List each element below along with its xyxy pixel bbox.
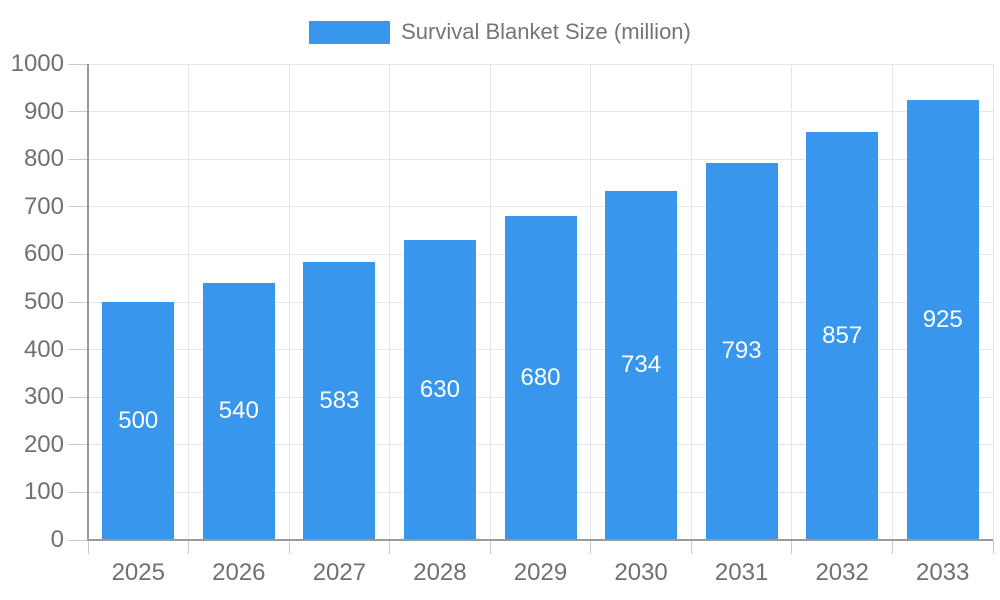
x-gridline — [891, 64, 893, 540]
x-axis-category-label: 2030 — [614, 559, 668, 586]
y-gridline — [88, 111, 993, 113]
bar-value-label: 734 — [621, 351, 662, 379]
x-axis-category-label: 2028 — [413, 559, 467, 586]
y-axis-tick — [68, 349, 88, 351]
y-axis-tick — [68, 301, 88, 303]
x-axis-category-label: 2031 — [714, 559, 769, 586]
x-axis-category-label: 2032 — [815, 559, 869, 586]
y-axis-tick — [68, 444, 88, 446]
y-axis-tick-label: 100 — [23, 478, 64, 506]
y-axis-tick — [68, 539, 88, 541]
y-axis-tick-label: 200 — [23, 430, 64, 458]
x-axis-tick — [87, 540, 89, 554]
bar-value-label: 680 — [520, 364, 561, 392]
bar-value-label: 793 — [721, 337, 762, 365]
x-axis-category-label: 2033 — [916, 559, 970, 586]
x-axis-category-label: 2025 — [111, 559, 165, 586]
x-axis-tick — [992, 540, 994, 554]
y-axis-tick-label: 500 — [23, 288, 64, 315]
x-gridline — [288, 64, 290, 540]
bar: 500 — [102, 302, 175, 540]
legend-series-label: Survival Blanket Size (million) — [401, 19, 691, 44]
bar-value-label: 857 — [822, 322, 863, 350]
x-axis-tick — [791, 540, 793, 554]
x-gridline — [389, 64, 391, 540]
x-axis-category-label: 2029 — [513, 559, 568, 586]
y-axis-tick — [68, 111, 88, 113]
x-axis-tick — [489, 540, 491, 554]
x-gridline — [188, 64, 190, 540]
x-axis-tick — [690, 540, 692, 554]
bar: 857 — [806, 132, 879, 540]
x-gridline — [992, 64, 994, 540]
x-axis-tick — [891, 540, 893, 554]
x-axis-category-label: 2026 — [212, 559, 266, 586]
x-axis-tick — [188, 540, 190, 554]
y-axis-tick-label: 700 — [23, 192, 64, 220]
y-gridline — [88, 158, 993, 160]
x-gridline — [791, 64, 793, 540]
x-gridline — [489, 64, 491, 540]
y-axis-tick — [68, 63, 88, 65]
x-axis-tick — [590, 540, 592, 554]
y-axis-tick-label: 800 — [23, 145, 64, 173]
x-axis-line — [88, 539, 993, 541]
bar: 793 — [705, 162, 778, 540]
bar: 680 — [504, 216, 577, 540]
y-axis-tick-label: 900 — [23, 97, 64, 125]
y-axis-tick-label: 600 — [23, 240, 64, 268]
y-axis-tick — [68, 206, 88, 208]
bar: 925 — [906, 99, 979, 540]
x-axis-category-label: 2027 — [312, 559, 367, 586]
x-gridline — [690, 64, 692, 540]
bar: 734 — [605, 190, 678, 540]
y-axis-tick — [68, 158, 88, 160]
y-axis-tick — [68, 491, 88, 493]
bar: 540 — [202, 282, 275, 540]
bar-value-label: 925 — [922, 305, 963, 333]
y-gridline — [88, 63, 993, 65]
y-axis-tick-label: 400 — [23, 335, 64, 363]
bar-value-label: 630 — [419, 376, 460, 404]
x-axis-tick — [288, 540, 290, 554]
bar-value-label: 500 — [118, 407, 159, 434]
y-axis-tick — [68, 253, 88, 255]
x-axis-tick — [389, 540, 391, 554]
bar: 630 — [403, 240, 476, 540]
y-axis-tick-label: 0 — [50, 526, 64, 553]
legend-color-swatch — [309, 20, 391, 44]
y-axis-line — [87, 64, 89, 541]
y-axis-tick-label: 300 — [23, 383, 64, 411]
y-axis-tick-label: 1000 — [10, 50, 64, 77]
bar-value-label: 540 — [218, 397, 259, 425]
y-gridline — [88, 206, 993, 208]
x-gridline — [590, 64, 592, 540]
bar-value-label: 583 — [319, 387, 360, 415]
bar: 583 — [303, 262, 376, 540]
legend: Survival Blanket Size (million) — [0, 18, 1000, 46]
y-axis-tick — [68, 396, 88, 398]
